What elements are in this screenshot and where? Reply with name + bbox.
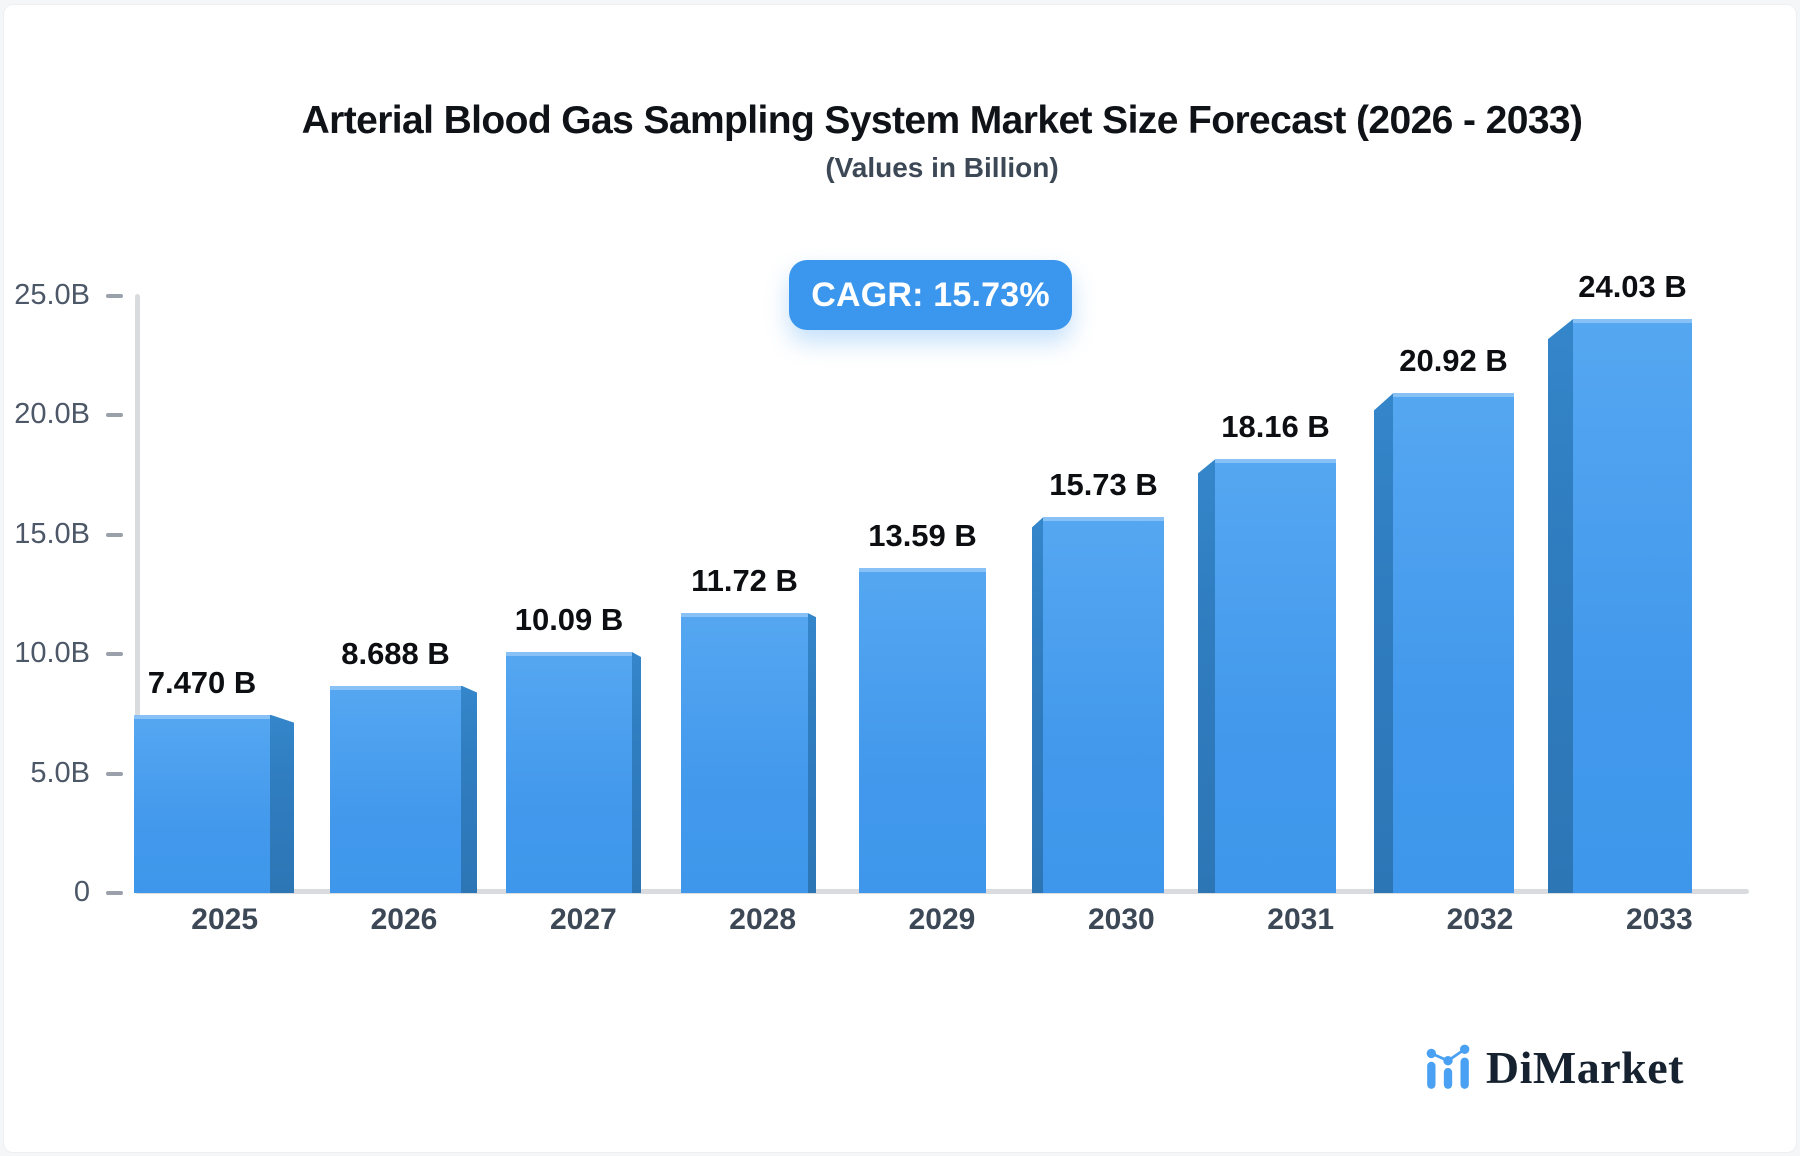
x-axis-label: 2027 [549,903,617,936]
y-axis-tick-label: 5.0B [30,756,90,789]
y-axis-tick-mark [106,652,123,657]
bar-3d-side [1198,459,1215,893]
y-axis-tick-mark [106,294,123,298]
bar-3d-side [461,685,477,893]
bar [681,613,808,893]
dimarket-logo: DiMarket [1423,1041,1684,1094]
bar-value-label: 11.72 B [691,563,798,599]
y-axis-tick-mark [106,771,123,776]
bar-value-label: 18.16 B [1221,409,1330,445]
bar-3d-side [1548,319,1573,893]
bar [1043,517,1164,893]
x-axis-label: 2031 [1267,903,1335,936]
bar-value-label: 15.73 B [1049,467,1158,503]
bar-3d-side [270,714,294,893]
x-axis-label: 2028 [729,903,797,936]
y-axis-tick-label: 20.0B [14,398,90,431]
bar-3d-side [1374,393,1393,893]
chart-subtitle: (Values in Billion) [825,152,1059,183]
x-axis-label: 2032 [1446,903,1514,936]
bar-value-label: 13.59 B [868,518,977,554]
bar-value-label: 20.92 B [1399,343,1508,379]
cagr-badge-label: CAGR: 15.73% [811,275,1050,314]
bar-value-label: 8.688 B [341,635,450,671]
y-axis-tick-label: 25.0B [14,279,90,311]
cagr-badge: CAGR: 15.73% [789,260,1072,330]
bar [1393,393,1514,893]
y-axis-tick-mark [106,413,123,418]
y-axis-tick-mark [106,891,123,895]
y-axis-tick-mark [106,532,123,537]
chart-card: Arterial Blood Gas Sampling System Marke… [3,4,1797,1153]
bar [859,568,986,893]
bar [506,652,632,893]
y-axis-tick-label: 0 [73,876,90,908]
bar [330,685,461,893]
bar-value-label: 24.03 B [1578,269,1687,305]
y-axis-tick-label: 15.0B [14,517,90,550]
bar-value-label: 10.09 B [514,602,624,638]
x-axis-label: 2030 [1087,903,1155,936]
x-axis-label: 2033 [1625,903,1693,936]
bar-value-label: 7.470 B [147,664,257,700]
x-axis-label: 2029 [908,903,976,936]
x-axis-label: 2025 [191,903,259,936]
chart-title: Arterial Blood Gas Sampling System Marke… [301,99,1583,142]
x-axis-label: 2026 [370,903,438,936]
bar-3d-side [808,613,816,893]
bar-3d-side [1032,517,1043,893]
bar [1215,459,1336,893]
bar-3d-side [632,652,641,893]
bar [1573,319,1692,893]
bar [134,714,270,893]
y-axis-line [135,294,140,893]
dimarket-logo-text: DiMarket [1485,1042,1684,1093]
dimarket-bar-chart-logo-icon [1426,1044,1470,1089]
y-axis-tick-label: 10.0B [14,637,90,670]
